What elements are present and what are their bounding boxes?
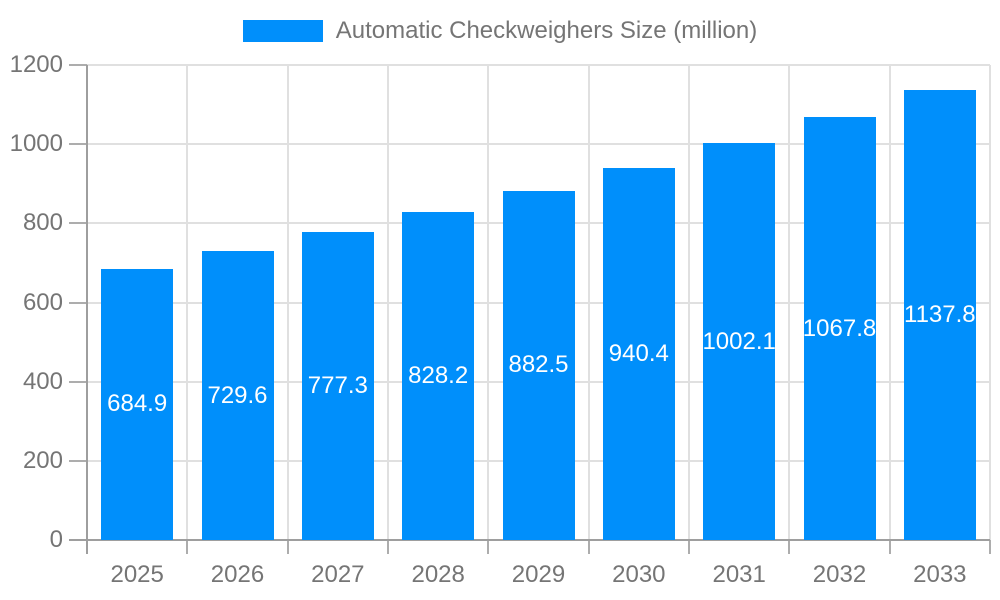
- x-axis-tick: [888, 540, 891, 554]
- x-axis-label: 2031: [712, 561, 766, 588]
- y-axis-line: [86, 65, 88, 554]
- bar-2028[interactable]: [402, 212, 475, 540]
- x-gridline: [487, 65, 490, 540]
- x-axis-label: 2033: [913, 561, 967, 588]
- bar-2025[interactable]: [101, 268, 174, 540]
- x-gridline: [387, 65, 389, 540]
- x-axis-label: 2029: [511, 561, 566, 588]
- x-gridline: [989, 65, 991, 540]
- y-axis-tick: [69, 143, 87, 146]
- y-axis-label: 400: [22, 367, 63, 395]
- bar-value-label: 940.4: [608, 339, 669, 367]
- y-axis-label: 600: [22, 288, 63, 316]
- x-axis-label: 2028: [411, 561, 465, 588]
- x-gridline: [688, 65, 690, 540]
- x-axis-label: 2026: [210, 561, 265, 588]
- bar-value-label: 828.2: [408, 362, 469, 390]
- bar-value-label: 729.6: [207, 381, 268, 409]
- x-axis-label: 2027: [311, 561, 365, 588]
- bar-2029[interactable]: [502, 190, 575, 540]
- y-axis-label: 800: [22, 209, 63, 237]
- x-axis-tick: [788, 540, 791, 554]
- y-gridline: [87, 64, 990, 66]
- bar-2032[interactable]: [803, 117, 876, 540]
- bar-2026[interactable]: [201, 251, 274, 540]
- x-axis-tick: [688, 540, 690, 554]
- x-axis-tick: [587, 540, 590, 554]
- bar-value-label: 1137.8: [904, 300, 976, 328]
- x-axis-label: 2032: [812, 561, 867, 588]
- bar-2033[interactable]: [903, 89, 976, 540]
- x-axis-tick: [387, 540, 389, 554]
- y-axis-tick: [69, 459, 87, 462]
- legend-label: Automatic Checkweighers Size (million): [335, 17, 758, 44]
- bar-value-label: 882.5: [508, 351, 569, 379]
- bar-value-label: 777.3: [307, 372, 368, 400]
- x-axis-tick: [989, 540, 991, 554]
- bar-2031[interactable]: [703, 143, 776, 540]
- x-axis-tick: [487, 540, 490, 554]
- legend-swatch: [242, 20, 323, 42]
- x-axis-label: 2030: [612, 561, 666, 588]
- x-axis-tick: [186, 540, 189, 554]
- y-axis-label: 200: [22, 446, 63, 474]
- x-axis-label: 2025: [110, 561, 164, 588]
- y-axis-tick: [69, 380, 87, 383]
- x-axis-tick: [286, 540, 289, 554]
- x-gridline: [788, 65, 791, 540]
- x-axis-line: [69, 539, 990, 541]
- legend[interactable]: Automatic Checkweighers Size (million): [0, 17, 1000, 45]
- y-axis-tick: [69, 64, 87, 66]
- x-gridline: [587, 65, 590, 540]
- x-gridline: [186, 65, 189, 540]
- bar-value-label: 1067.8: [802, 314, 877, 342]
- bar-value-label: 684.9: [107, 390, 168, 418]
- x-gridline: [888, 65, 891, 540]
- y-axis-label: 1000: [9, 130, 63, 158]
- y-axis-label: 1200: [9, 51, 63, 78]
- y-gridline: [87, 143, 990, 146]
- x-gridline: [286, 65, 289, 540]
- bar-2030[interactable]: [602, 167, 675, 540]
- y-axis-label: 0: [49, 526, 63, 553]
- y-axis-tick: [69, 222, 87, 225]
- bar-value-label: 1002.1: [702, 327, 776, 355]
- y-axis-tick: [69, 301, 87, 304]
- bar-2027[interactable]: [301, 232, 374, 540]
